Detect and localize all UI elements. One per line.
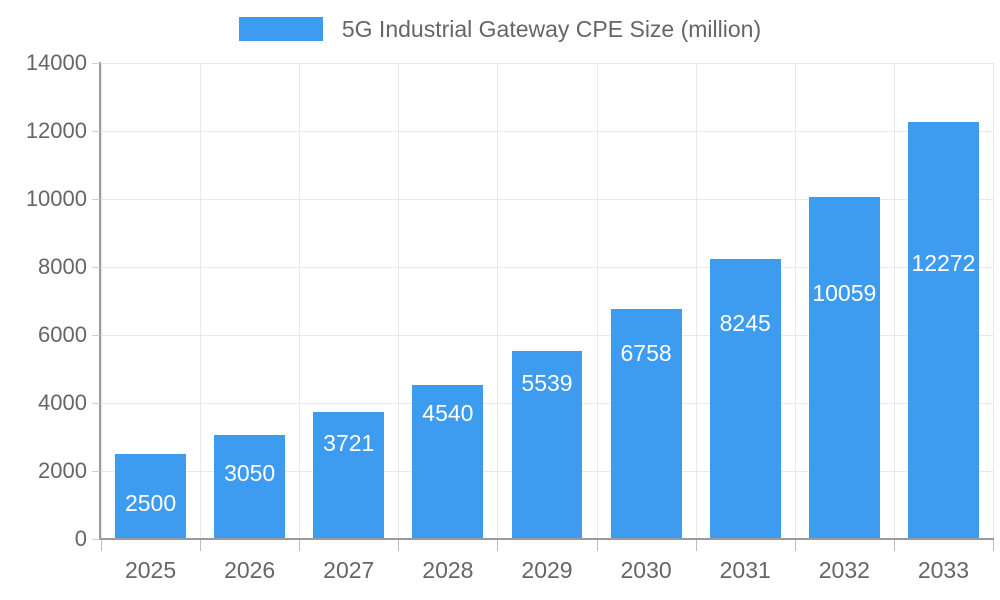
bar[interactable] [115,454,186,539]
bar[interactable] [412,384,484,539]
y-axis-tick-label: 10000 [25,186,87,211]
y-tick-mark [92,539,100,540]
x-tick-mark [200,540,201,551]
legend-color-swatch [238,17,323,41]
bar[interactable] [908,121,979,539]
x-axis-tick-label: 2028 [422,557,474,583]
y-axis-tick-label: 4000 [38,390,87,415]
x-gridline [993,63,994,539]
y-axis-line [99,62,101,540]
x-axis-tick-label: 2025 [124,557,177,583]
x-gridline [795,63,796,539]
y-axis-tick-label: 6000 [38,322,87,347]
y-tick-mark [92,335,100,336]
bar[interactable] [709,258,781,539]
y-gridline [101,335,993,336]
x-axis-tick-label: 2032 [818,557,870,583]
y-tick-mark [92,131,100,132]
x-gridline [398,63,399,539]
x-axis-tick-label: 2031 [719,557,771,583]
x-gridline [497,63,498,539]
y-axis-tick-label: 2000 [38,458,87,483]
x-gridline [597,63,598,539]
x-tick-mark [696,540,697,551]
x-tick-mark [795,540,796,551]
y-tick-mark [92,63,100,64]
y-tick-mark [92,471,100,472]
y-axis-tick-label: 12000 [25,118,87,143]
x-tick-mark [993,540,994,551]
x-tick-mark [299,540,300,551]
y-tick-mark [92,403,100,404]
y-axis-tick-label: 14000 [25,50,87,75]
y-gridline [101,131,993,132]
x-tick-mark [398,540,399,551]
x-gridline [299,63,300,539]
y-gridline [101,199,993,200]
x-tick-mark [597,540,598,551]
legend-label: 5G Industrial Gateway CPE Size (million) [341,15,762,42]
bar[interactable] [808,196,880,539]
x-gridline [894,63,895,539]
bar[interactable] [313,412,385,539]
x-gridline [696,63,697,539]
x-axis-tick-label: 2029 [521,557,573,583]
y-axis-tick-label: 0 [74,526,87,551]
y-gridline [101,63,993,64]
x-axis-line [99,538,994,540]
plot-area: 2500 3050 3721 4540 5539 6758 8245 10059 12272 [101,63,994,540]
x-tick-mark [894,540,895,551]
y-gridline [101,267,993,268]
y-axis-tick-label: 8000 [38,254,87,279]
x-axis-tick-label: 2027 [323,557,375,583]
bar[interactable] [214,435,286,539]
y-tick-mark [92,267,100,268]
y-tick-mark [92,199,100,200]
chart-legend: 5G Industrial Gateway CPE Size (million) [0,10,1000,48]
x-axis-tick-label: 2026 [224,557,276,583]
x-gridline [101,63,102,539]
x-axis-tick-label: 2033 [917,557,970,583]
x-gridline [200,63,201,539]
bar[interactable] [511,350,583,539]
x-axis-tick-label: 2030 [620,557,672,583]
x-tick-mark [497,540,498,551]
bar[interactable] [610,309,682,539]
x-tick-mark [101,540,102,551]
